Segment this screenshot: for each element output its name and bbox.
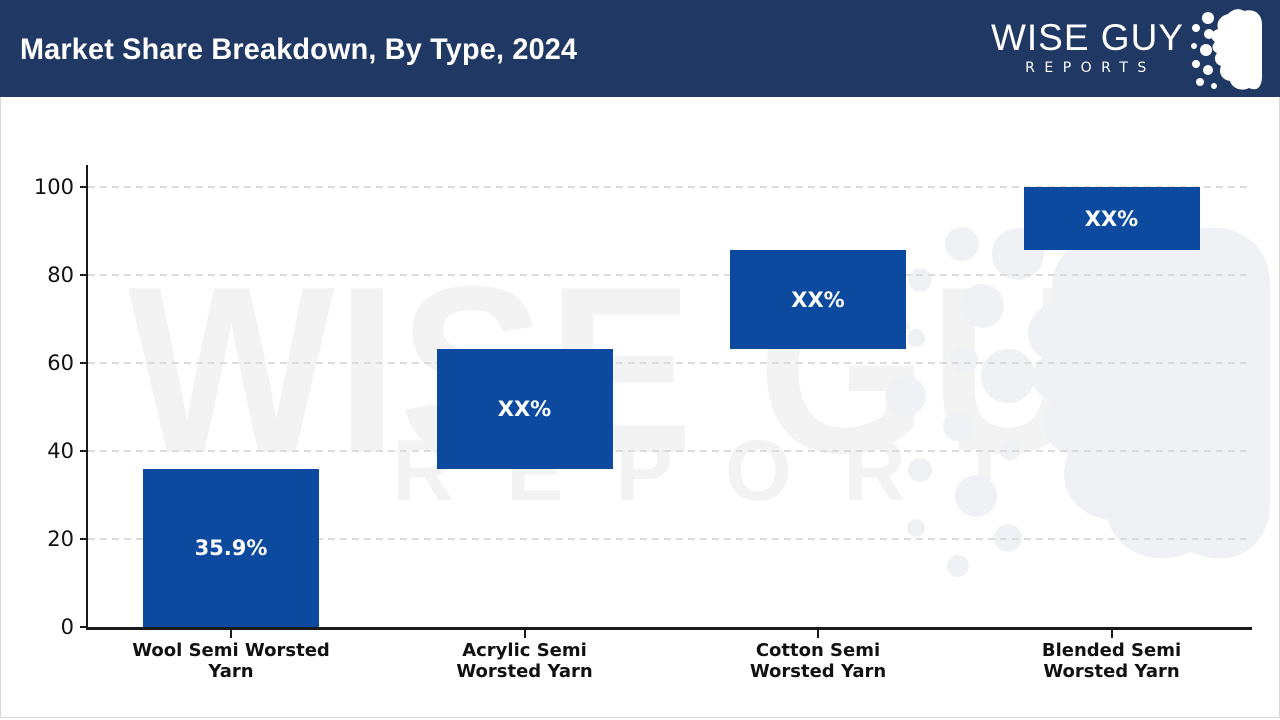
bar-value-label: XX% <box>791 287 845 312</box>
brand-subname: REPORTS <box>1025 60 1156 76</box>
y-tick-mark <box>80 274 88 276</box>
x-category-label: Cotton Semi Worsted Yarn <box>749 640 887 682</box>
page-title: Market Share Breakdown, By Type, 2024 <box>20 33 578 66</box>
bar-3 <box>730 250 906 349</box>
x-category-label: Wool Semi Worsted Yarn <box>132 640 330 682</box>
y-tick-mark <box>80 626 88 628</box>
y-tick-mark <box>80 538 88 540</box>
y-tick-label: 60 <box>47 351 74 375</box>
brand-logo-text: WISE GUY REPORTS <box>991 18 1184 77</box>
y-tick-mark <box>80 186 88 188</box>
x-tick-mark <box>230 630 232 638</box>
x-tick-mark <box>523 630 526 638</box>
brand-head-icon <box>1191 9 1262 90</box>
gridline-40 <box>88 450 1252 452</box>
y-axis-line <box>86 165 88 630</box>
x-category-label: Blended Semi Worsted Yarn <box>1041 640 1182 682</box>
gridline-80 <box>88 274 1252 276</box>
y-tick-label: 0 <box>60 615 74 639</box>
y-tick-label: 40 <box>47 439 74 463</box>
x-axis-line <box>86 627 1252 630</box>
bar-4 <box>1023 187 1200 251</box>
brand-name: WISE GUY <box>990 17 1184 58</box>
y-tick-label: 20 <box>47 527 74 551</box>
y-tick-label: 100 <box>33 175 74 199</box>
x-tick-mark <box>1110 630 1113 638</box>
header-banner: Market Share Breakdown, By Type, 2024 WI… <box>0 0 1280 97</box>
y-tick-mark <box>80 450 88 452</box>
bar-2 <box>436 348 613 470</box>
y-tick-label: 80 <box>47 263 74 287</box>
y-tick-mark <box>80 362 88 364</box>
bar-value-label: 35.9% <box>194 536 268 561</box>
gridline-60 <box>88 362 1252 364</box>
gridline-20 <box>88 538 1252 540</box>
bar-1 <box>143 469 319 627</box>
gridline-100 <box>88 186 1252 188</box>
brand-logo: WISE GUY REPORTS <box>991 6 1262 94</box>
bar-value-label: XX% <box>497 396 552 421</box>
bar-value-label: XX% <box>1084 206 1139 231</box>
x-category-label: Acrylic Semi Worsted Yarn <box>456 640 593 682</box>
x-tick-mark <box>817 630 819 638</box>
